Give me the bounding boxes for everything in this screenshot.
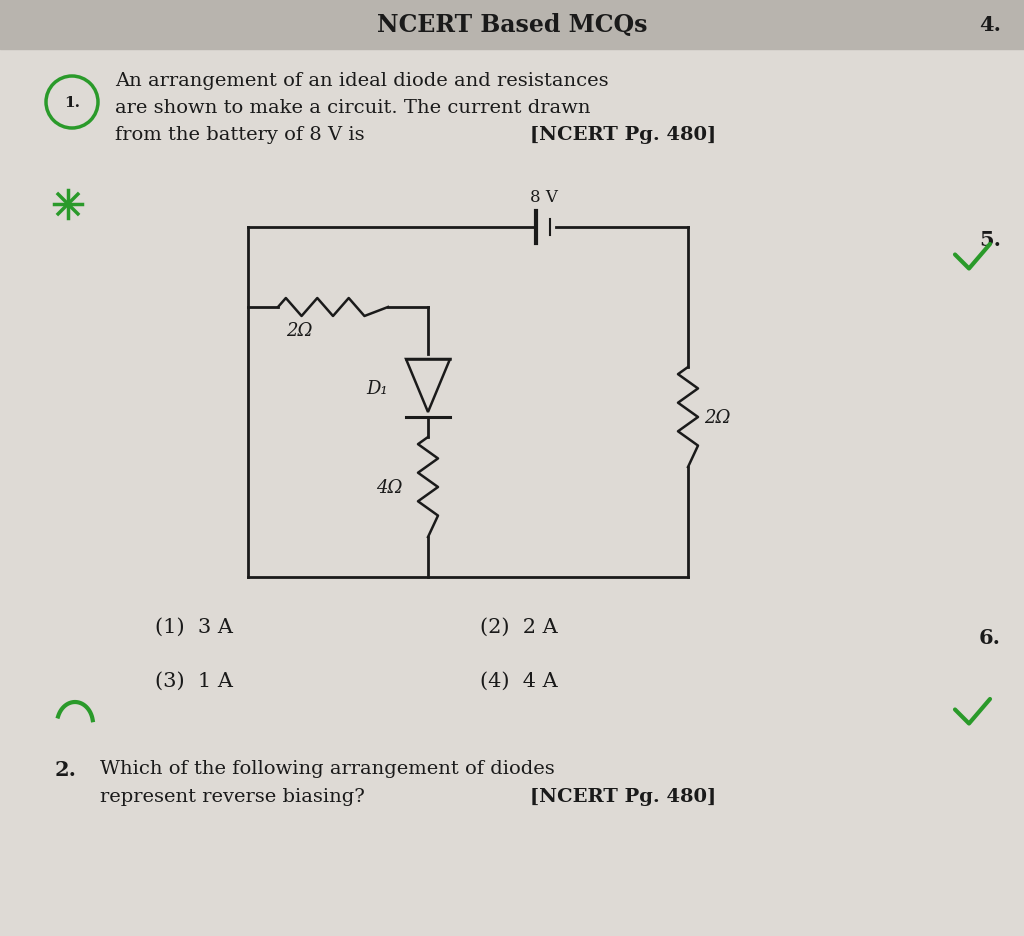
Text: An arrangement of an ideal diode and resistances: An arrangement of an ideal diode and res…	[115, 72, 608, 90]
Text: 8 V: 8 V	[530, 189, 558, 206]
Text: represent reverse biasing?: represent reverse biasing?	[100, 787, 365, 805]
Text: (1)  3 A: (1) 3 A	[155, 618, 233, 636]
Text: NCERT Based MCQs: NCERT Based MCQs	[377, 13, 647, 37]
Text: 2Ω: 2Ω	[705, 408, 730, 427]
Text: [NCERT Pg. 480]: [NCERT Pg. 480]	[530, 125, 716, 144]
Text: (4)  4 A: (4) 4 A	[480, 671, 558, 690]
Text: 2.: 2.	[55, 759, 77, 779]
Text: 1.: 1.	[63, 95, 80, 110]
Text: 4.: 4.	[979, 15, 1001, 35]
Text: Which of the following arrangement of diodes: Which of the following arrangement of di…	[100, 759, 555, 777]
Bar	[0, 0, 1024, 50]
Text: [NCERT Pg. 480]: [NCERT Pg. 480]	[530, 787, 716, 805]
Text: 2Ω: 2Ω	[286, 322, 312, 340]
Text: D₁: D₁	[366, 380, 388, 398]
Text: 6.: 6.	[979, 627, 1001, 648]
Text: are shown to make a circuit. The current drawn: are shown to make a circuit. The current…	[115, 99, 591, 117]
Text: 5.: 5.	[979, 229, 1001, 250]
Text: (2)  2 A: (2) 2 A	[480, 618, 558, 636]
Text: (3)  1 A: (3) 1 A	[155, 671, 233, 690]
Text: from the battery of 8 V is: from the battery of 8 V is	[115, 125, 365, 144]
Text: 4Ω: 4Ω	[376, 478, 402, 496]
